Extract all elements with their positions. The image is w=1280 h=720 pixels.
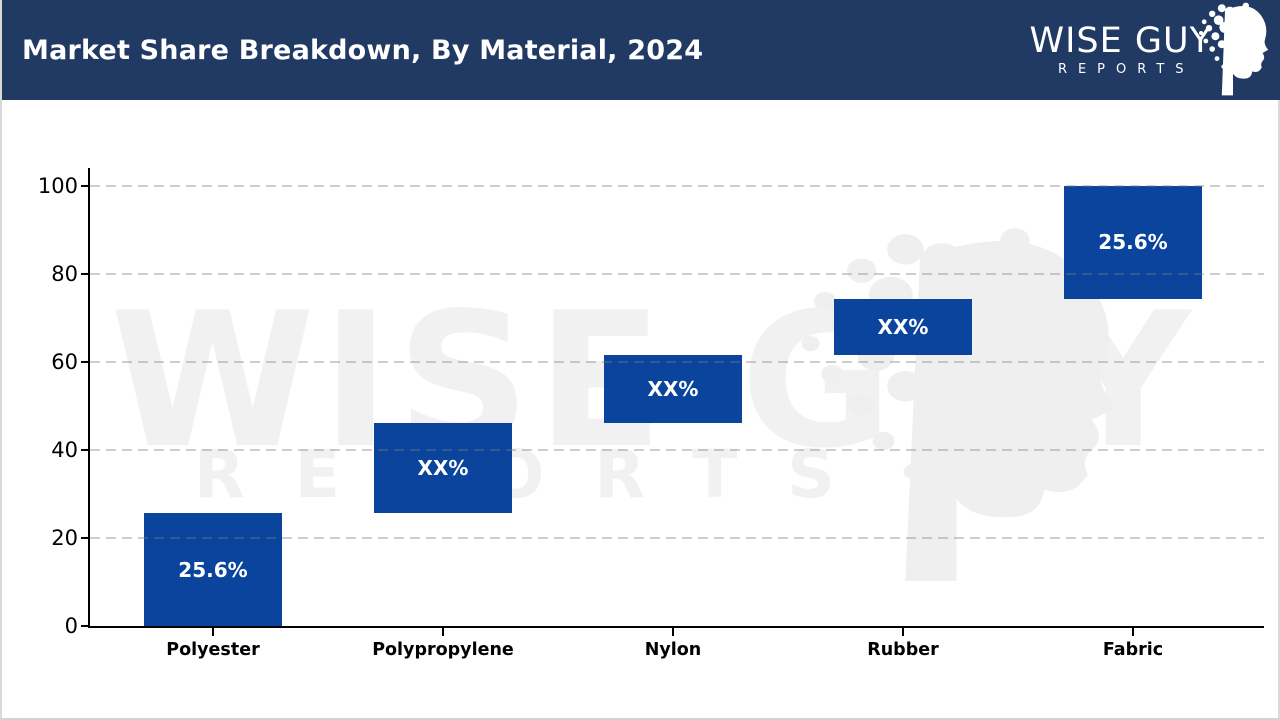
y-tick-label-80: 80 <box>51 262 78 286</box>
y-tick-mark-80 <box>81 273 90 275</box>
gridline-y-60 <box>90 361 1264 363</box>
y-tick-label-100: 100 <box>37 174 78 198</box>
y-tick-mark-20 <box>81 537 90 539</box>
watermark-text-reports: REPORTS <box>194 436 885 513</box>
page-title: Market Share Breakdown, By Material, 202… <box>22 34 704 66</box>
x-tick-mark-polyester <box>212 628 214 636</box>
logo-wordmark: WISE GUY <box>1029 21 1212 62</box>
x-tick-label-polyester: Polyester <box>166 640 260 660</box>
x-tick-mark-nylon <box>672 628 674 636</box>
x-tick-label-nylon: Nylon <box>644 640 702 660</box>
gridline-y-20 <box>90 537 1264 539</box>
y-tick-label-60: 60 <box>51 350 78 374</box>
header-bar: Market Share Breakdown, By Material, 202… <box>2 0 1280 100</box>
y-tick-mark-0 <box>81 625 90 627</box>
bar-nylon <box>604 354 742 423</box>
x-axis-line <box>88 626 1264 628</box>
logo-head-icon <box>1199 2 1269 96</box>
x-tick-label-rubber: Rubber <box>867 640 939 660</box>
x-tick-label-fabric: Fabric <box>1102 640 1164 660</box>
bar-value-label-nylon: XX% <box>647 376 699 401</box>
bar-value-label-polyester: 25.6% <box>178 557 248 582</box>
gridline-y-80 <box>90 273 1264 275</box>
y-tick-label-20: 20 <box>51 526 78 550</box>
logo-subtitle: REPORTS <box>1057 61 1195 77</box>
x-tick-mark-polypropylene <box>442 628 444 636</box>
logo-text: WISE GUY REPORTS <box>1029 23 1212 77</box>
bar-rubber <box>834 298 972 355</box>
gridline-y-40 <box>90 449 1264 451</box>
wiseguy-logo: WISE GUY REPORTS <box>1029 0 1274 100</box>
y-tick-mark-60 <box>81 361 90 363</box>
y-tick-label-0: 0 <box>64 614 78 638</box>
x-tick-label-polypropylene: Polypropylene <box>372 640 514 660</box>
bar-polypropylene <box>374 422 512 514</box>
bar-value-label-fabric: 25.6% <box>1098 230 1168 255</box>
bar-value-label-polypropylene: XX% <box>417 456 469 481</box>
x-tick-mark-fabric <box>1132 628 1134 636</box>
y-tick-mark-40 <box>81 449 90 451</box>
y-tick-mark-100 <box>81 185 90 187</box>
x-tick-mark-rubber <box>902 628 904 636</box>
bar-fabric <box>1064 186 1202 299</box>
gridline-y-100 <box>90 185 1264 187</box>
y-tick-label-40: 40 <box>51 438 78 462</box>
bar-value-label-rubber: XX% <box>877 314 929 339</box>
bar-polyester <box>144 513 282 626</box>
y-axis-line <box>88 168 90 628</box>
